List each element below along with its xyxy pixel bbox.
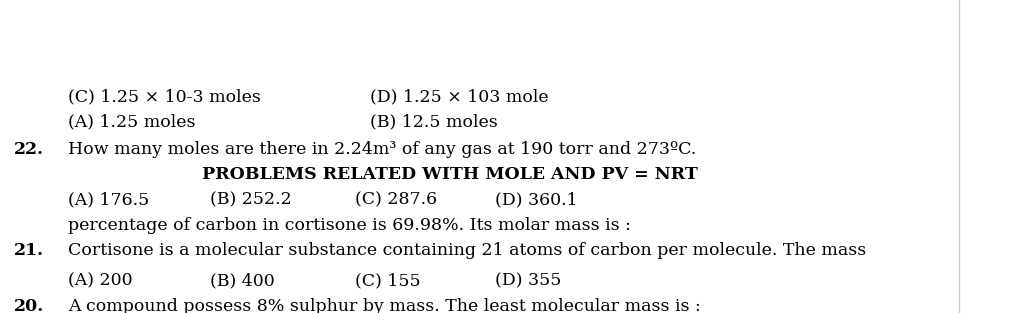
Text: (D) 1.25 × 103 mole: (D) 1.25 × 103 mole (370, 88, 549, 105)
Text: (C) 1.25 × 10-3 moles: (C) 1.25 × 10-3 moles (68, 88, 261, 105)
Text: (D) 360.1: (D) 360.1 (495, 191, 578, 208)
Text: How many moles are there in 2.24m³ of any gas at 190 torr and 273ºC.: How many moles are there in 2.24m³ of an… (68, 141, 696, 158)
Text: PROBLEMS RELATED WITH MOLE AND PV = NRT: PROBLEMS RELATED WITH MOLE AND PV = NRT (202, 166, 698, 183)
Text: (A) 176.5: (A) 176.5 (68, 191, 150, 208)
Text: (A) 200: (A) 200 (68, 272, 133, 289)
Text: (B) 12.5 moles: (B) 12.5 moles (370, 113, 498, 130)
Text: Cortisone is a molecular substance containing 21 atoms of carbon per molecule. T: Cortisone is a molecular substance conta… (68, 242, 866, 259)
Text: (A) 1.25 moles: (A) 1.25 moles (68, 113, 196, 130)
Text: A compound possess 8% sulphur by mass. The least molecular mass is :: A compound possess 8% sulphur by mass. T… (68, 298, 700, 313)
Text: percentage of carbon in cortisone is 69.98%. Its molar mass is :: percentage of carbon in cortisone is 69.… (68, 217, 631, 234)
Text: 21.: 21. (14, 242, 44, 259)
Text: 20.: 20. (14, 298, 44, 313)
Text: (B) 252.2: (B) 252.2 (210, 191, 292, 208)
Text: (C) 287.6: (C) 287.6 (355, 191, 437, 208)
Text: (D) 355: (D) 355 (495, 272, 561, 289)
Text: 22.: 22. (14, 141, 44, 158)
Text: (B) 400: (B) 400 (210, 272, 274, 289)
Text: (C) 155: (C) 155 (355, 272, 421, 289)
